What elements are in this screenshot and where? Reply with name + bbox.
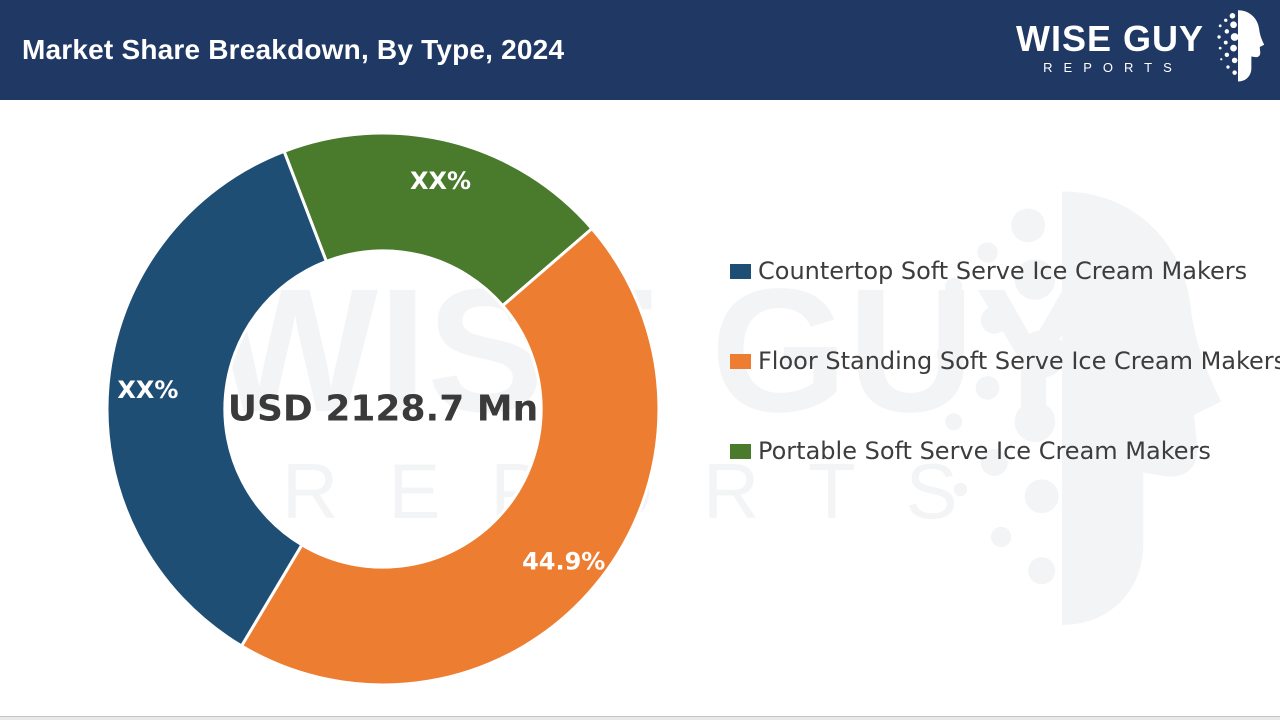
logo-text: WISE GUY REPORTS <box>1016 19 1204 76</box>
slice-percentage-label: 44.9% <box>522 548 605 576</box>
donut-slice <box>240 227 661 687</box>
wise-guy-logo: WISE GUY REPORTS <box>1016 8 1266 86</box>
logo-wordmark: WISE GUY <box>1015 17 1204 59</box>
donut-slice <box>105 149 328 648</box>
legend-swatch-floor-standing <box>730 353 751 369</box>
legend-swatch-countertop <box>730 263 751 279</box>
chart-area: WISE GUY REPORTS XX%44.9%XX% USD 2128.7 … <box>0 100 1280 717</box>
logo-subtitle: REPORTS <box>1043 60 1183 76</box>
page-title: Market Share Breakdown, By Type, 2024 <box>22 34 565 65</box>
donut-center-value: USD 2128.7 Mn <box>227 388 539 430</box>
legend-item-countertop: Countertop Soft Serve Ice Cream Makers <box>730 251 1247 291</box>
bottom-edge-strip <box>0 716 1280 720</box>
donut-chart: XX% 44.9% XX% <box>105 131 661 687</box>
legend-label: Countertop Soft Serve Ice Cream Makers <box>758 257 1248 285</box>
legend-label: Floor Standing Soft Serve Ice Cream Make… <box>758 347 1280 375</box>
logo-face-icon <box>1217 10 1265 82</box>
header-bar: Market Share Breakdown, By Type, 2024 WI… <box>0 0 1280 100</box>
slice-percentage-label: XX% <box>410 167 471 195</box>
donut-slice <box>282 131 594 308</box>
slice-percentage-label: XX% <box>117 376 178 404</box>
legend-swatch-portable <box>730 443 751 459</box>
legend-label: Portable Soft Serve Ice Cream Makers <box>758 437 1211 465</box>
legend-item-portable: Portable Soft Serve Ice Cream Makers <box>730 431 1211 471</box>
legend-item-floor-standing: Floor Standing Soft Serve Ice Cream Make… <box>730 341 1280 381</box>
